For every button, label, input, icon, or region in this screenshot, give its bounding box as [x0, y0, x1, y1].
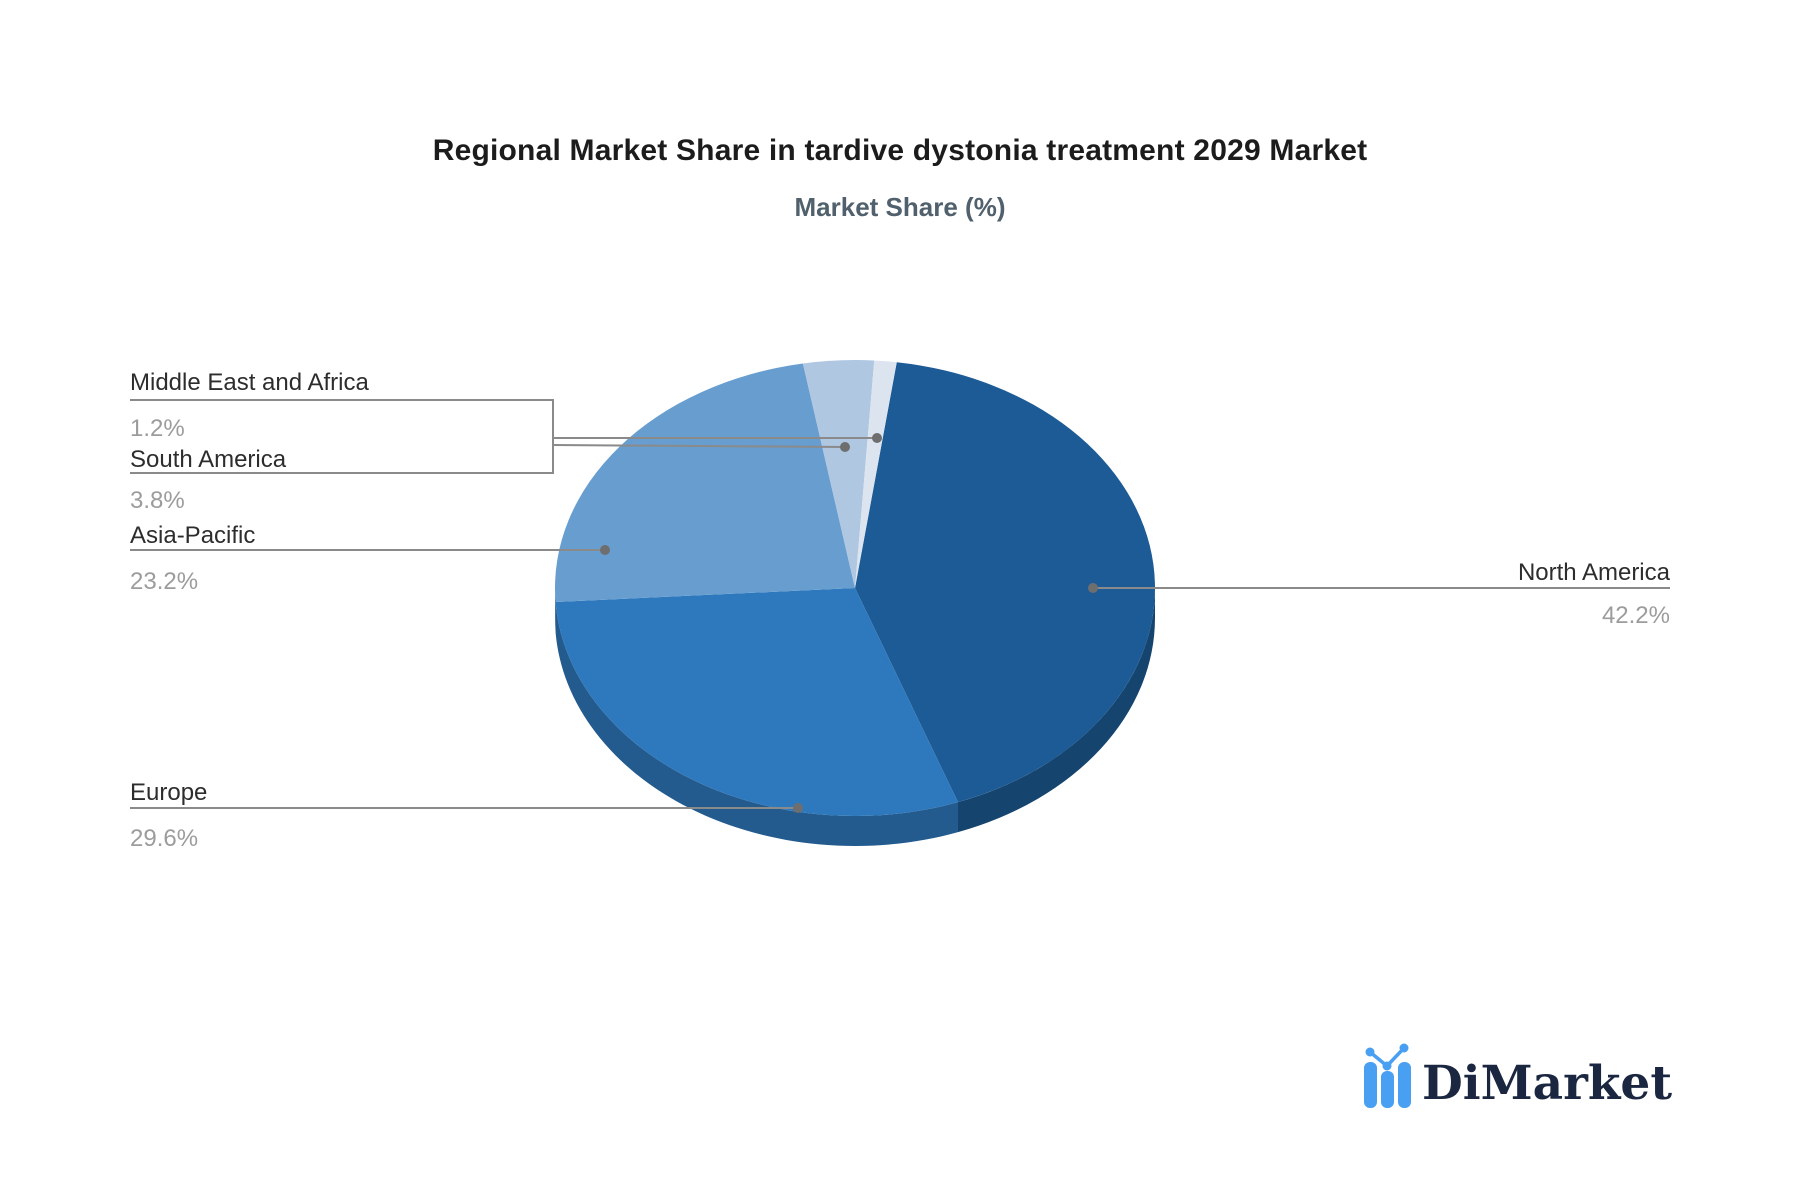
logo-wordmark: DiMarket	[1422, 1056, 1672, 1111]
pie-slice-europe[interactable]	[555, 588, 958, 816]
leader-line-south-america	[552, 444, 846, 448]
logo-dot-3	[1399, 1043, 1409, 1053]
value-europe: 29.6%	[130, 825, 198, 852]
leader-bracket-small-slices	[130, 399, 554, 474]
leader-dot-north-america	[1088, 583, 1098, 593]
pie-slice-side-europe[interactable]	[555, 601, 958, 846]
leader-dot-middle-east-and-africa	[872, 433, 882, 443]
chart-title: Regional Market Share in tardive dystoni…	[432, 134, 1368, 167]
leader-dot-europe	[793, 803, 803, 813]
logo-bar-3	[1398, 1062, 1411, 1108]
logo-bar-1	[1364, 1062, 1377, 1108]
logo-bar-2	[1381, 1071, 1394, 1108]
pie-slice-middle-east-and-africa[interactable]	[855, 360, 897, 588]
pie-chart	[555, 360, 1155, 846]
chart-subtitle: Market Share (%)	[794, 192, 1006, 222]
leader-dot-south-america	[840, 442, 850, 452]
logo-dot-1	[1365, 1047, 1375, 1057]
label-north-america: North America	[1518, 559, 1671, 586]
pie-slice-north-america[interactable]	[855, 362, 1155, 803]
value-asia-pacific: 23.2%	[130, 568, 198, 595]
pie-slice-south-america[interactable]	[802, 360, 875, 588]
label-asia-pacific: Asia-Pacific	[130, 522, 255, 549]
label-south-america: South America	[130, 446, 287, 473]
dimarket-logo: DiMarket	[1364, 1043, 1672, 1111]
label-middle-east-and-africa: Middle East and Africa	[130, 369, 369, 396]
leader-dot-asia-pacific	[600, 545, 610, 555]
label-europe: Europe	[130, 779, 207, 806]
value-north-america: 42.2%	[1602, 602, 1670, 629]
logo-dot-2	[1382, 1061, 1392, 1071]
value-middle-east-and-africa: 1.2%	[130, 415, 185, 442]
value-south-america: 3.8%	[130, 487, 185, 514]
pie-slice-side-asia-pacific[interactable]	[555, 588, 556, 632]
pie-slice-side-north-america[interactable]	[957, 588, 1155, 833]
pie-slice-asia-pacific[interactable]	[555, 363, 855, 602]
